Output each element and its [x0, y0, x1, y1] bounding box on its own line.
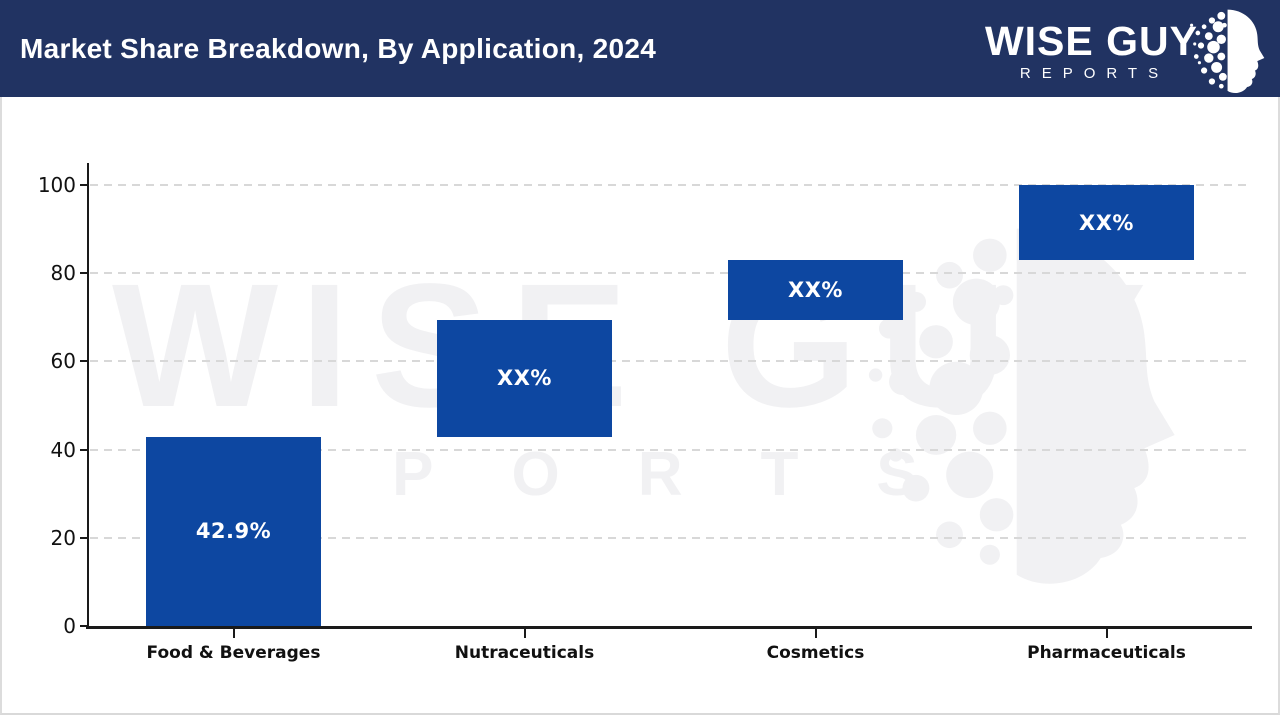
gridline	[90, 448, 1252, 451]
watermark-head-icon	[855, 228, 1175, 584]
x-axis-tick	[523, 629, 526, 638]
y-axis-tick	[80, 184, 88, 187]
y-axis-tick	[80, 625, 88, 627]
y-axis-tick	[80, 272, 88, 275]
bar-segment: XX%	[437, 319, 612, 437]
chart-plot: 0 20 40 60 80 100 42.9% Food & Beverages XX% Nutr…	[0, 97, 1280, 717]
bar-value-label: 42.9%	[195, 519, 272, 544]
y-axis-line	[87, 163, 89, 629]
logo-head-icon	[1190, 9, 1265, 94]
category-label: Cosmetics	[766, 643, 865, 663]
y-axis-tick-label: 0	[63, 614, 76, 638]
brand-logo: WISE GUY REPORTS	[985, 8, 1268, 94]
y-axis-tick-label: 80	[50, 261, 76, 286]
y-axis-tick	[80, 360, 88, 363]
gridline	[90, 272, 1252, 275]
y-axis-tick	[80, 448, 88, 451]
page-title: Market Share Breakdown, By Application, …	[20, 32, 657, 64]
gridline	[90, 360, 1252, 363]
bar-value-label: XX%	[1079, 210, 1134, 235]
logo-text: WISE GUY REPORTS	[984, 18, 1198, 82]
gridline	[90, 184, 1252, 187]
x-axis-tick	[1105, 629, 1108, 638]
y-axis-tick-label: 60	[50, 349, 76, 374]
logo-wordmark: WISE GUY	[984, 18, 1198, 65]
bar-value-label: XX%	[497, 366, 552, 391]
header-bar: Market Share Breakdown, By Application, …	[0, 0, 1280, 97]
x-axis-tick	[814, 629, 817, 638]
x-axis-line	[86, 626, 1252, 629]
bar-value-label: XX%	[788, 277, 843, 302]
logo-subtitle: REPORTS	[1019, 64, 1170, 82]
category-label: Pharmaceuticals	[1027, 643, 1186, 663]
y-axis-tick	[80, 536, 88, 539]
bar-segment: XX%	[1019, 185, 1194, 260]
y-axis-tick-label: 20	[50, 525, 76, 550]
category-label: Nutraceuticals	[454, 643, 595, 663]
y-axis-tick-label: 40	[50, 437, 76, 462]
gridline	[90, 536, 1252, 539]
x-axis-tick	[232, 629, 235, 638]
bar-segment: 42.9%	[146, 436, 321, 626]
category-label: Food & Beverages	[146, 643, 321, 663]
bar-segment: XX%	[728, 260, 903, 320]
y-axis-tick-label: 100	[37, 173, 76, 198]
